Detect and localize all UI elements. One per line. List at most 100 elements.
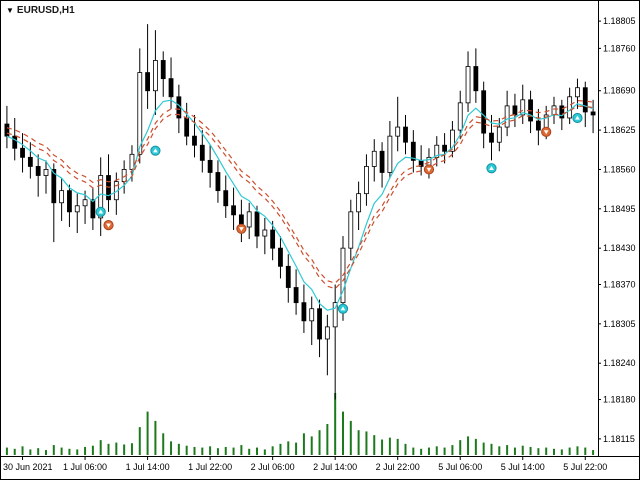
time-label: 30 Jun 2021 [3,462,53,472]
candle-body [223,190,229,207]
price-label: 1.18115 [603,434,635,444]
candle-body [379,150,385,173]
candle-body [51,169,57,204]
candle-body [301,302,307,322]
candle-body [317,308,322,340]
candle-body [332,302,338,328]
candle-body [262,229,268,237]
candle-body [192,135,197,146]
symbol-timeframe-text: EURUSD,H1 [16,5,75,16]
arrow-down-glyph [106,223,111,228]
candle-body [145,72,150,92]
candle-body [348,211,354,249]
candle-body [285,265,291,288]
arrow-down-glyph [426,167,432,172]
time-label: 2 Jul 14:00 [313,462,357,472]
time-label: 1 Jul 14:00 [126,462,170,472]
arrow-up-glyph [98,209,104,214]
time-label: 1 Jul 06:00 [63,462,107,472]
price-label: 1.18370 [603,279,636,289]
volume-pane [5,393,595,455]
candle-body [231,205,236,216]
candle-body [473,66,479,92]
candle-body [67,190,72,213]
price-label: 1.18240 [603,358,636,368]
candle-body [74,205,80,213]
time-label: 2 Jul 06:00 [251,462,295,472]
price-label: 1.18305 [603,319,636,329]
candle-body [481,90,487,134]
price-label: 1.18495 [603,204,636,214]
candle-body [371,150,377,167]
candle-body [82,199,88,207]
arrow-down-glyph [238,227,244,232]
candle-body [559,105,565,119]
time-label: 1 Jul 22:00 [188,462,232,472]
candle-body [512,105,518,116]
slow-ma-a-line [6,105,594,290]
candle-body [575,87,580,98]
slow-ma-b-line [6,99,594,284]
time-label: 2 Jul 22:00 [376,462,420,472]
indicator-lines [6,99,594,311]
price-label: 1.18760 [603,43,636,53]
candle-body [27,156,33,167]
candle-body [489,132,494,143]
time-label: 5 Jul 14:00 [501,462,545,472]
price-label: 1.18690 [603,86,636,96]
candle-body [43,169,49,176]
price-axis[interactable]: 1.18805 1.18760 1.18690 1.18625 1.18560 1.184… [598,1,636,456]
candle-body [387,135,393,173]
arrow-down-glyph [543,130,549,135]
arrow-up-glyph [489,165,494,170]
price-label: 1.18430 [603,243,636,253]
candle-body [20,147,25,158]
signal-markers [95,112,583,314]
candle-body [293,287,299,304]
price-label: 1.18180 [603,395,636,405]
candle-body [207,159,213,173]
time-label: 5 Jul 22:00 [563,462,607,472]
chart-symbol-label: ▼ EURUSD,H1 [6,5,75,16]
candle-body [184,117,190,137]
candle-body [137,72,143,155]
candle-body [551,105,557,116]
candle-body [215,172,221,192]
candle-body [410,141,416,161]
candlestick-series [4,24,596,400]
candle-body [403,126,408,143]
time-axis[interactable]: 30 Jun 2021 1 Jul 06:00 1 Jul 14:00 1 Jul 2… [1,456,640,472]
candle-body [324,326,330,340]
candle-body [12,135,18,149]
candle-body [309,308,315,322]
candle-body [129,153,135,170]
candle-body [520,99,526,116]
candle-body [59,190,65,204]
candle-body [535,120,541,131]
symbol-marker-icon: ▼ [6,5,14,15]
candle-body [496,126,502,143]
candle-body [199,144,205,161]
candle-body [254,211,260,237]
candle-body [567,96,573,119]
arrow-up-glyph [153,148,158,153]
time-label: 5 Jul 06:00 [438,462,482,472]
candle-body [364,166,369,195]
candle-body [442,144,447,152]
price-label: 1.18805 [603,16,636,26]
arrow-up-glyph [575,115,580,120]
price-label: 1.18560 [603,164,636,174]
arrow-up-glyph [340,306,346,311]
candle-body [356,193,362,213]
price-label: 1.18625 [603,125,636,135]
candle-body [35,166,41,176]
candle-body [246,211,252,228]
fast-ma-line [6,99,594,311]
candle-body [465,66,471,104]
candle-body [270,229,276,249]
candle-body [168,78,174,98]
candle-body [450,129,455,152]
candle-body [590,111,596,116]
